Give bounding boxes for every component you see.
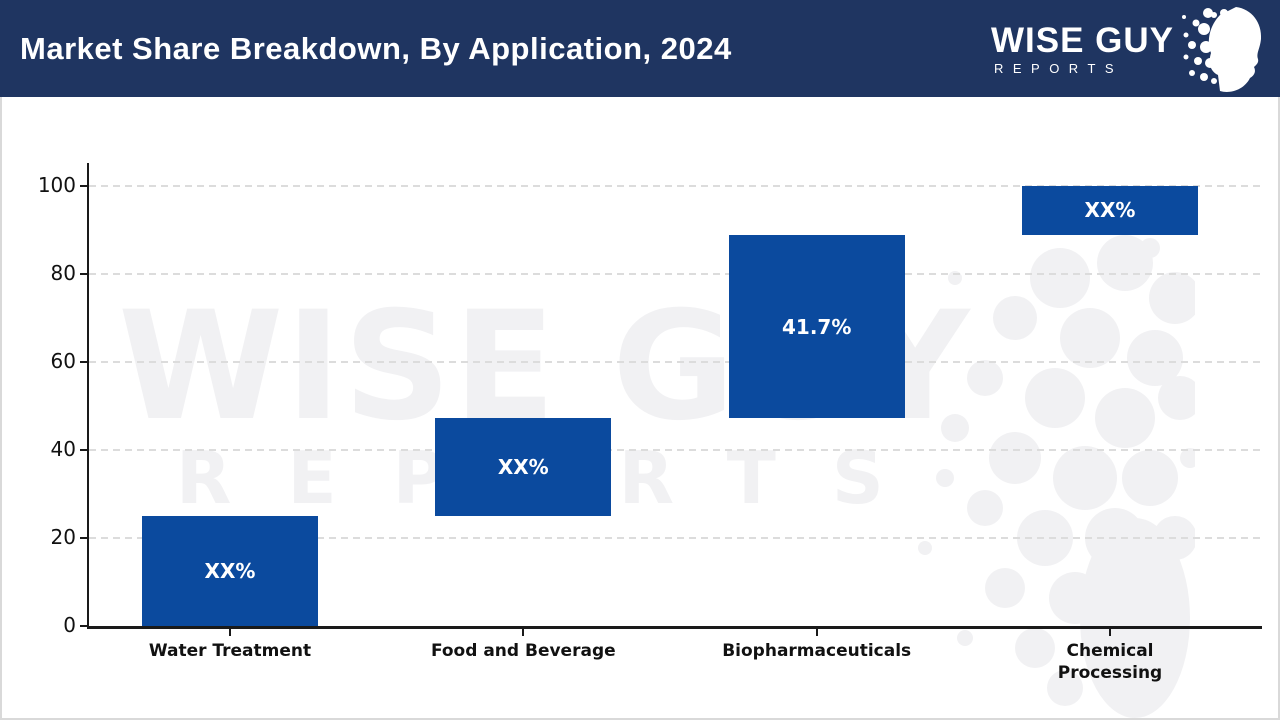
bar-value-label: 41.7%	[781, 314, 852, 339]
y-axis-tick-label: 80	[50, 261, 76, 285]
right-border	[1278, 97, 1280, 720]
gridline	[89, 361, 1262, 363]
y-axis-line	[87, 163, 89, 627]
x-axis-category-label: Water Treatment	[148, 641, 312, 661]
bar-water-treatment: XX%	[142, 516, 318, 626]
y-axis-tick	[80, 625, 88, 627]
y-axis-tick	[80, 273, 88, 275]
logo-head-icon	[1182, 7, 1262, 92]
bar-food-and-beverage: XX%	[435, 418, 612, 516]
bar-value-label: XX%	[1084, 198, 1136, 223]
x-axis-tick	[1109, 629, 1111, 636]
y-axis-tick-label: 60	[50, 349, 76, 373]
header-bar: Market Share Breakdown, By Application, …	[0, 0, 1280, 97]
y-axis-tick	[80, 537, 88, 539]
gridline	[89, 449, 1262, 451]
x-axis-tick	[229, 629, 231, 636]
y-axis-tick-label: 40	[50, 437, 76, 461]
y-axis-tick	[80, 185, 88, 187]
y-axis-tick	[80, 361, 88, 363]
bar-value-label: XX%	[204, 559, 256, 583]
logo-text: WISE GUY REPORTS	[991, 23, 1174, 75]
x-axis-tick	[815, 629, 818, 636]
bottom-border	[0, 718, 1280, 720]
y-axis-tick-label: 20	[50, 525, 76, 549]
logo-reports-label: REPORTS	[993, 60, 1124, 76]
gridline	[89, 273, 1262, 275]
y-axis-tick	[80, 449, 88, 451]
x-axis-category-label: Biopharmaceuticals	[722, 641, 912, 661]
gridline	[89, 185, 1262, 187]
x-axis-tick	[522, 629, 525, 636]
gridline	[89, 537, 1262, 539]
wise-guy-reports-logo: WISE GUY REPORTS	[991, 1, 1280, 96]
logo-wiseguy-label: WISE GUY	[990, 20, 1174, 60]
x-axis-line	[87, 626, 1262, 629]
page-title: Market Share Breakdown, By Application, …	[20, 30, 732, 66]
x-axis-category-label: Chemical Processing	[1057, 641, 1163, 684]
bar-chemical-processing: XX%	[1022, 186, 1198, 235]
watermark-head-dots	[914, 235, 1195, 718]
bar-value-label: XX%	[497, 455, 549, 480]
x-axis-category-label: Food and Beverage	[430, 641, 616, 661]
left-border	[0, 97, 2, 720]
y-axis-tick-label: 100	[37, 173, 76, 197]
bar-biopharmaceuticals: 41.7%	[728, 234, 905, 419]
y-axis-tick-label: 0	[63, 613, 76, 637]
